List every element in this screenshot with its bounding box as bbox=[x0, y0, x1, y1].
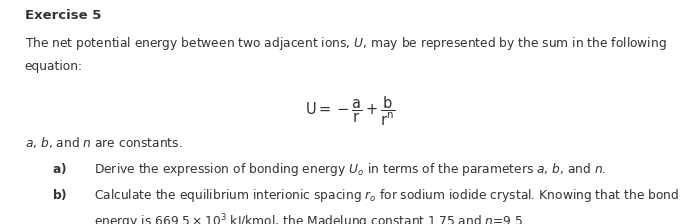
Text: The net potential energy between two adjacent ions, $U$, may be represented by t: The net potential energy between two adj… bbox=[25, 35, 666, 52]
Text: $\mathbf{b)}$: $\mathbf{b)}$ bbox=[52, 187, 68, 202]
Text: Exercise 5: Exercise 5 bbox=[25, 9, 101, 22]
Text: $\mathrm{U} = -\dfrac{\mathrm{a}}{\mathrm{r}} + \dfrac{\mathrm{b}}{\mathrm{r}^{\: $\mathrm{U} = -\dfrac{\mathrm{a}}{\mathr… bbox=[304, 95, 395, 128]
Text: $a$, $b$, and $n$ are constants.: $a$, $b$, and $n$ are constants. bbox=[25, 135, 182, 150]
Text: Calculate the equilibrium interionic spacing $r_o$ for sodium iodide crystal. Kn: Calculate the equilibrium interionic spa… bbox=[94, 187, 680, 204]
Text: energy is $669.5\times10^3$ kJ$/$kmol, the Madelung constant 1.75 and $n$=9.5.: energy is $669.5\times10^3$ kJ$/$kmol, t… bbox=[94, 212, 527, 224]
Text: equation:: equation: bbox=[25, 60, 83, 73]
Text: Derive the expression of bonding energy $U_o$ in terms of the parameters $a$, $b: Derive the expression of bonding energy … bbox=[94, 161, 607, 178]
Text: $\mathbf{a)}$: $\mathbf{a)}$ bbox=[52, 161, 67, 176]
